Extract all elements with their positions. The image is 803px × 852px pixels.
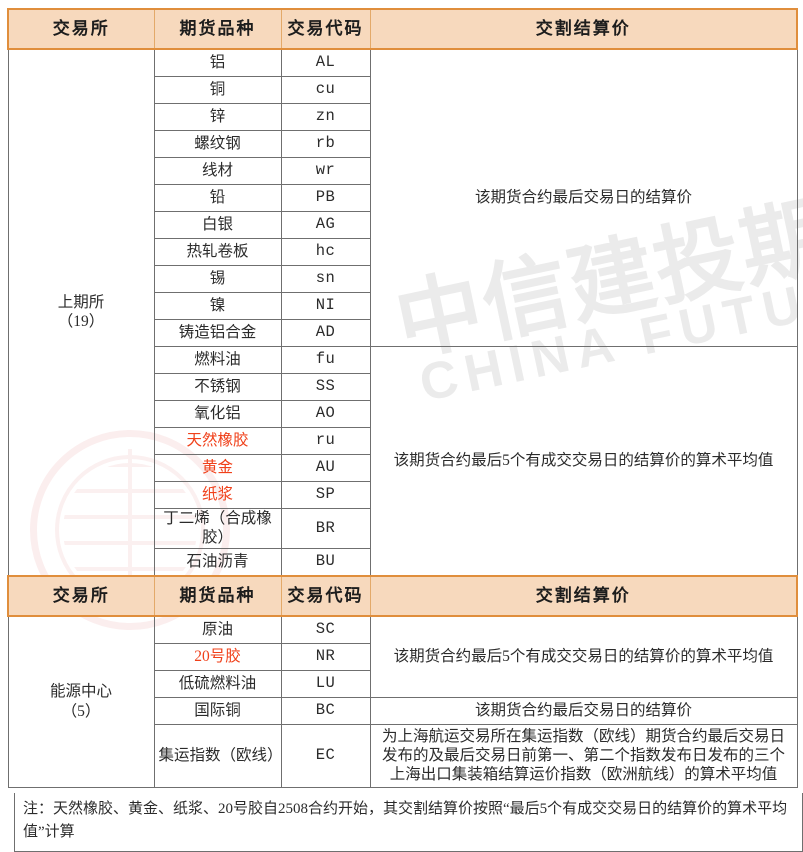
product-code: LU: [280, 669, 371, 698]
product-name: 集运指数（欧线）: [153, 723, 283, 788]
table-row: 锡 sn: [8, 265, 797, 293]
product-code: AL: [280, 48, 371, 77]
settlement-table: 交易所 期货品种 交易代码 交割结算价 上期所 （19） 铝 AL 该期货合约最…: [7, 8, 798, 788]
product-name: 氧化铝: [153, 400, 282, 428]
product-name: 20号胶: [153, 642, 282, 671]
exchange-name: 上期所: [57, 294, 105, 311]
table-row: 燃料油 fu 该期货合约最后5个有成交交易日的结算价的算术平均值: [8, 345, 798, 577]
product-name: 丁二烯（合成橡胶）: [153, 508, 282, 549]
table-row: 螺纹钢 rb: [8, 130, 797, 158]
column-header-settlement-price: 交割结算价: [369, 8, 798, 50]
table-row: 上期所 （19） 铝 AL 该期货合约最后交易日的结算价: [7, 48, 798, 577]
product-code: NR: [280, 642, 371, 671]
ec-rule-line-1: 为上海航运交易所在集运指数（欧线）期货合约最后交易日: [381, 727, 785, 745]
ec-rule-line-3: 上海出口集装箱结算运价指数（欧洲航线）的算术平均值: [389, 766, 778, 784]
exchange-label-ine: 能源中心 （5）: [7, 615, 155, 788]
product-code: PB: [280, 184, 371, 212]
product-name: 锌: [153, 103, 282, 131]
product-name: 热轧卷板: [153, 238, 282, 266]
table-row: 不锈钢 SS: [8, 373, 797, 401]
product-code: cu: [280, 76, 371, 104]
product-name: 线材: [153, 157, 282, 185]
product-code: NI: [280, 292, 371, 320]
column-header-code: 交易代码: [280, 574, 371, 617]
column-header-product: 期货品种: [153, 574, 282, 617]
product-name: 螺纹钢: [153, 130, 282, 158]
product-name: 燃料油: [153, 346, 282, 374]
product-name: 天然橡胶: [153, 427, 282, 455]
settlement-rule-ine-group2: 该期货合约最后交易日的结算价: [369, 696, 798, 725]
product-name: 铸造铝合金: [153, 319, 282, 347]
exchange-count: （5）: [61, 702, 101, 720]
column-header-code: 交易代码: [280, 8, 371, 50]
product-name: 低硫燃料油: [153, 669, 282, 698]
column-header-exchange: 交易所: [7, 574, 155, 617]
exchange-count: （19）: [57, 313, 105, 331]
product-name: 铅: [153, 184, 282, 212]
product-code: AU: [280, 454, 371, 482]
ec-rule-line-2: 发布的及最后交易日前第一、第二个指数发布日发布的三个: [381, 747, 785, 765]
product-code: SS: [280, 373, 371, 401]
product-code: hc: [280, 238, 371, 266]
product-code: BC: [280, 696, 371, 725]
table-row: 纸浆 SP: [8, 481, 797, 509]
settlement-rule-shfe-group2: 该期货合约最后5个有成交交易日的结算价的算术平均值: [369, 345, 798, 577]
settlement-rule-shfe-group1: 该期货合约最后交易日的结算价: [369, 48, 798, 347]
column-header-exchange: 交易所: [7, 8, 155, 50]
product-code: fu: [280, 346, 371, 374]
product-name: 白银: [153, 211, 282, 239]
product-code: AO: [280, 400, 371, 428]
product-name: 锡: [153, 265, 282, 293]
product-code: BU: [280, 547, 371, 577]
product-name: 纸浆: [153, 481, 282, 509]
table-header-row-2: 交易所 期货品种 交易代码 交割结算价: [7, 574, 798, 617]
product-name: 国际铜: [153, 696, 282, 725]
table-row: 集运指数（欧线） EC 为上海航运交易所在集运指数（欧线）期货合约最后交易日 发…: [8, 723, 798, 788]
product-name: 原油: [153, 615, 282, 644]
product-code: SC: [280, 615, 371, 644]
table-row: 热轧卷板 hc: [8, 238, 797, 266]
product-code: sn: [280, 265, 371, 293]
settlement-rule-ec: 为上海航运交易所在集运指数（欧线）期货合约最后交易日 发布的及最后交易日前第一、…: [369, 723, 798, 788]
product-code: zn: [280, 103, 371, 131]
product-code: SP: [280, 481, 371, 509]
table-footnote: 注：天然橡胶、黄金、纸浆、20号胶自2508合约开始，其交割结算价按照“最后5个…: [14, 792, 803, 852]
table-row: 线材 wr: [8, 157, 797, 185]
product-code: rb: [280, 130, 371, 158]
product-code: AD: [280, 319, 371, 347]
product-name: 铜: [153, 76, 282, 104]
product-code: AG: [280, 211, 371, 239]
column-header-product: 期货品种: [153, 8, 282, 50]
product-name: 黄金: [153, 454, 282, 482]
table-row: 锌 zn: [8, 103, 797, 131]
column-header-settlement-price: 交割结算价: [369, 574, 798, 617]
product-code: ru: [280, 427, 371, 455]
table-row: 氧化铝 AO: [8, 400, 797, 428]
table-row: 铸造铝合金 AD: [8, 319, 797, 347]
product-name: 铝: [153, 48, 282, 77]
product-code: EC: [280, 723, 371, 788]
exchange-label-shfe: 上期所 （19）: [7, 48, 155, 577]
product-name: 不锈钢: [153, 373, 282, 401]
product-name: 镍: [153, 292, 282, 320]
table-row: 能源中心 （5） 原油 SC 该期货合约最后5个有成交交易日的结算价的算术平均值: [7, 615, 798, 788]
product-name: 石油沥青: [153, 547, 282, 577]
table-row: 国际铜 BC 该期货合约最后交易日的结算价: [8, 696, 798, 725]
exchange-name: 能源中心: [49, 683, 112, 701]
table-row: 铜 cu: [8, 76, 797, 104]
product-code: BR: [280, 508, 371, 549]
settlement-rule-ine-group1: 该期货合约最后5个有成交交易日的结算价的算术平均值: [369, 615, 798, 698]
product-code: wr: [280, 157, 371, 185]
table-header-row-1: 交易所 期货品种 交易代码 交割结算价: [7, 8, 798, 50]
table-row: 白银 AG: [8, 211, 797, 239]
table-row: 20号胶 NR: [8, 642, 797, 671]
table-row: 低硫燃料油 LU: [8, 669, 797, 698]
table-row: 铅 PB: [8, 184, 797, 212]
